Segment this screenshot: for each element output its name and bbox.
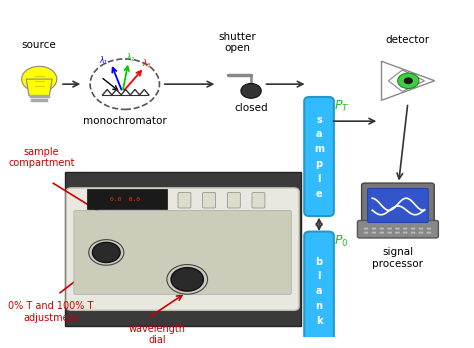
Text: $\lambda_2$: $\lambda_2$ — [126, 52, 136, 64]
Circle shape — [404, 77, 413, 84]
Text: wavelength
dial: wavelength dial — [128, 324, 186, 346]
Text: $\lambda_1$: $\lambda_1$ — [100, 55, 109, 68]
FancyBboxPatch shape — [379, 227, 384, 230]
FancyBboxPatch shape — [419, 227, 424, 230]
FancyBboxPatch shape — [87, 190, 167, 209]
FancyBboxPatch shape — [371, 227, 376, 230]
FancyBboxPatch shape — [364, 231, 369, 234]
FancyBboxPatch shape — [379, 231, 384, 234]
FancyBboxPatch shape — [419, 231, 424, 234]
FancyBboxPatch shape — [178, 192, 191, 208]
FancyBboxPatch shape — [66, 188, 299, 310]
Text: source: source — [22, 40, 56, 50]
FancyBboxPatch shape — [387, 231, 392, 234]
Circle shape — [241, 84, 261, 98]
FancyBboxPatch shape — [304, 231, 334, 348]
Text: 0.0  0.0: 0.0 0.0 — [110, 197, 140, 203]
FancyBboxPatch shape — [410, 227, 416, 230]
Text: b
l
a
n
k: b l a n k — [316, 256, 323, 326]
Polygon shape — [382, 61, 435, 100]
Circle shape — [90, 59, 159, 109]
FancyBboxPatch shape — [387, 227, 392, 230]
FancyBboxPatch shape — [410, 231, 416, 234]
FancyBboxPatch shape — [426, 227, 431, 230]
Circle shape — [22, 66, 57, 92]
FancyBboxPatch shape — [228, 192, 240, 208]
FancyBboxPatch shape — [364, 227, 369, 230]
FancyBboxPatch shape — [357, 221, 438, 238]
FancyBboxPatch shape — [74, 210, 292, 294]
FancyBboxPatch shape — [252, 192, 265, 208]
Text: s
a
m
p
l
e: s a m p l e — [314, 114, 324, 198]
FancyBboxPatch shape — [362, 183, 434, 226]
Text: closed: closed — [234, 103, 268, 113]
Text: signal
processor: signal processor — [372, 247, 423, 269]
FancyBboxPatch shape — [426, 231, 431, 234]
FancyBboxPatch shape — [203, 192, 216, 208]
FancyBboxPatch shape — [395, 231, 400, 234]
Circle shape — [171, 268, 203, 291]
Text: $\lambda_3$: $\lambda_3$ — [142, 57, 152, 70]
Text: 0% T and 100% T
adjustment: 0% T and 100% T adjustment — [8, 301, 93, 323]
Text: detector: detector — [386, 35, 430, 46]
Circle shape — [92, 242, 120, 262]
FancyBboxPatch shape — [403, 227, 408, 230]
Text: monochromator: monochromator — [83, 116, 167, 126]
FancyBboxPatch shape — [395, 227, 400, 230]
Text: $P_T$: $P_T$ — [334, 99, 349, 114]
FancyBboxPatch shape — [368, 189, 428, 222]
FancyBboxPatch shape — [371, 231, 376, 234]
FancyBboxPatch shape — [304, 97, 334, 216]
Polygon shape — [388, 70, 425, 92]
Polygon shape — [26, 79, 52, 96]
Text: sample
compartment: sample compartment — [8, 147, 75, 168]
Text: shutter
open: shutter open — [219, 32, 256, 53]
Text: $P_0$: $P_0$ — [334, 234, 348, 249]
Circle shape — [398, 73, 419, 88]
FancyBboxPatch shape — [403, 231, 408, 234]
FancyBboxPatch shape — [64, 172, 301, 326]
